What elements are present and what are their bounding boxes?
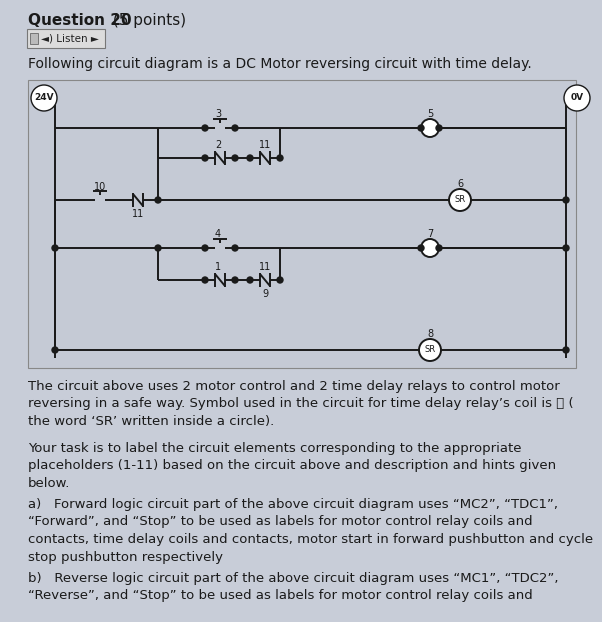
Circle shape [277,155,283,161]
Circle shape [563,347,569,353]
Text: 11: 11 [132,209,144,219]
Text: 11: 11 [259,262,271,272]
Circle shape [232,277,238,283]
Circle shape [155,245,161,251]
Circle shape [202,125,208,131]
Text: Question 20: Question 20 [28,13,132,28]
Circle shape [232,245,238,251]
Text: 3: 3 [215,109,221,119]
Text: ◄) Listen ►: ◄) Listen ► [41,34,99,44]
Circle shape [155,197,161,203]
Text: 6: 6 [457,179,463,189]
Text: 2: 2 [215,140,221,150]
Text: The circuit above uses 2 motor control and 2 time delay relays to control motor
: The circuit above uses 2 motor control a… [28,380,574,428]
Text: 8: 8 [427,329,433,339]
Circle shape [52,347,58,353]
Text: (5 points): (5 points) [108,13,186,28]
Circle shape [202,277,208,283]
Circle shape [418,125,424,131]
Text: 10: 10 [94,182,106,192]
Circle shape [449,189,471,211]
Text: 1: 1 [215,262,221,272]
Text: 9: 9 [262,289,268,299]
Circle shape [563,197,569,203]
Circle shape [436,245,442,251]
Circle shape [277,277,283,283]
Text: a)   Forward logic circuit part of the above circuit diagram uses “MC2”, “TDC1”,: a) Forward logic circuit part of the abo… [28,498,593,564]
Text: 11: 11 [259,140,271,150]
Circle shape [232,155,238,161]
Circle shape [202,245,208,251]
Text: 4: 4 [215,229,221,239]
Circle shape [418,245,424,251]
Text: b)   Reverse logic circuit part of the above circuit diagram uses “MC1”, “TDC2”,: b) Reverse logic circuit part of the abo… [28,572,559,603]
Text: 5: 5 [427,109,433,119]
Circle shape [31,85,57,111]
Circle shape [419,339,441,361]
FancyBboxPatch shape [30,33,38,44]
Text: SR: SR [455,195,465,205]
Text: Following circuit diagram is a DC Motor reversing circuit with time delay.: Following circuit diagram is a DC Motor … [28,57,532,71]
Circle shape [436,125,442,131]
Circle shape [563,245,569,251]
Circle shape [247,277,253,283]
Bar [28,80,576,368]
Circle shape [421,119,439,137]
Text: 0V: 0V [571,93,583,103]
Circle shape [52,245,58,251]
Text: SR: SR [424,345,436,355]
Circle shape [202,155,208,161]
Text: 7: 7 [427,229,433,239]
Circle shape [421,239,439,257]
Text: 24V: 24V [34,93,54,103]
Text: Your task is to label the circuit elements corresponding to the appropriate
plac: Your task is to label the circuit elemen… [28,442,556,490]
Circle shape [564,85,590,111]
Circle shape [232,125,238,131]
Circle shape [247,155,253,161]
FancyBboxPatch shape [27,29,105,48]
